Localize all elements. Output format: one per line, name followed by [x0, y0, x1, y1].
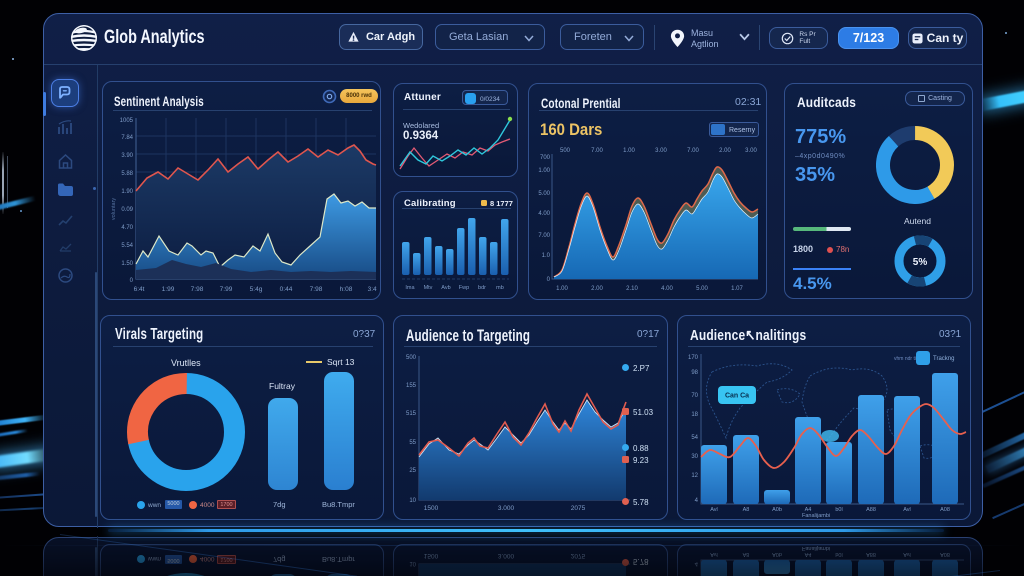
svg-text:30: 30	[691, 454, 698, 460]
svg-text:voluntary: voluntary	[111, 198, 117, 221]
svg-text:3:4t: 3:4t	[368, 286, 377, 293]
svg-text:Trackng: Trackng	[933, 356, 954, 362]
svg-text:5.00: 5.00	[696, 286, 708, 292]
svg-text:25: 25	[409, 468, 416, 474]
svg-text:5.00: 5.00	[538, 191, 550, 197]
svg-text:3.000: 3.000	[498, 505, 515, 512]
svg-text:700: 700	[540, 155, 551, 161]
svg-text:A0b: A0b	[772, 507, 782, 513]
svg-text:4.70: 4.70	[121, 225, 133, 231]
svg-text:2.00: 2.00	[719, 148, 731, 154]
svg-text:Fwp: Fwp	[459, 285, 469, 291]
svg-text:3.00: 3.00	[655, 148, 667, 154]
svg-text:0:44: 0:44	[280, 286, 293, 293]
svg-text:10: 10	[409, 498, 416, 504]
svg-text:1.00: 1.00	[623, 148, 635, 154]
svg-text:4: 4	[695, 498, 699, 504]
svg-text:55: 55	[409, 440, 416, 446]
svg-text:5.54: 5.54	[121, 243, 133, 249]
svg-text:500: 500	[560, 148, 571, 154]
svg-text:98: 98	[691, 370, 698, 376]
svg-text:A4: A4	[805, 507, 812, 513]
svg-text:54: 54	[691, 435, 698, 441]
svg-text:Avl: Avl	[710, 507, 718, 513]
svg-text:Can Ca: Can Ca	[725, 393, 749, 400]
svg-text:7.84: 7.84	[121, 135, 133, 141]
svg-text:Avl: Avl	[903, 507, 911, 513]
svg-text:0.09: 0.09	[121, 207, 133, 213]
svg-text:h:08: h:08	[340, 286, 353, 293]
svg-text:7.00: 7.00	[538, 233, 550, 239]
svg-text:1.00: 1.00	[556, 286, 568, 292]
svg-text:Fanalijambi: Fanalijambi	[802, 513, 830, 518]
svg-text:3.00: 3.00	[745, 148, 757, 154]
svg-text:18: 18	[691, 412, 698, 418]
svg-text:5%: 5%	[913, 257, 928, 268]
svg-text:70: 70	[691, 393, 698, 399]
svg-text:1:99: 1:99	[162, 286, 175, 293]
svg-text:7.00: 7.00	[591, 148, 603, 154]
svg-text:170: 170	[688, 355, 699, 361]
svg-text:1005: 1005	[120, 118, 134, 124]
svg-text:6:4t: 6:4t	[134, 286, 145, 293]
svg-text:1.0: 1.0	[542, 253, 551, 259]
svg-text:mb: mb	[496, 285, 504, 291]
svg-text:155: 155	[406, 383, 417, 389]
svg-text:vhm ndr tickt: vhm ndr tickt	[894, 356, 923, 362]
svg-text:515: 515	[406, 411, 417, 417]
svg-text:12: 12	[691, 473, 698, 479]
svg-text:A88: A88	[866, 507, 876, 513]
svg-text:7.00: 7.00	[687, 148, 699, 154]
svg-text:Mtv: Mtv	[424, 285, 433, 291]
svg-text:7:98: 7:98	[191, 286, 204, 293]
svg-text:500: 500	[406, 355, 417, 361]
svg-text:b0l: b0l	[835, 507, 842, 513]
svg-text:A08: A08	[940, 507, 950, 513]
svg-text:1500: 1500	[424, 505, 439, 512]
svg-text:4.00: 4.00	[538, 211, 550, 217]
svg-text:Avb: Avb	[441, 285, 450, 291]
svg-text:2.00: 2.00	[591, 286, 603, 292]
svg-text:3.90: 3.90	[121, 153, 133, 159]
svg-text:1.07: 1.07	[731, 286, 743, 292]
svg-text:2.10: 2.10	[626, 286, 638, 292]
svg-text:1.00: 1.00	[538, 168, 550, 174]
svg-text:Ima: Ima	[405, 285, 415, 291]
svg-text:0: 0	[130, 278, 134, 284]
svg-text:5.88: 5.88	[121, 171, 133, 177]
svg-text:1.90: 1.90	[121, 189, 133, 195]
svg-text:2075: 2075	[571, 505, 586, 512]
svg-text:1.50: 1.50	[121, 261, 133, 267]
svg-text:7:98: 7:98	[310, 286, 323, 293]
svg-text:A8: A8	[743, 507, 750, 513]
svg-text:0: 0	[547, 277, 551, 283]
svg-text:bdr: bdr	[478, 285, 486, 291]
svg-text:5:4g: 5:4g	[250, 286, 263, 293]
svg-text:4.00: 4.00	[661, 286, 673, 292]
svg-text:7:99: 7:99	[220, 286, 233, 293]
